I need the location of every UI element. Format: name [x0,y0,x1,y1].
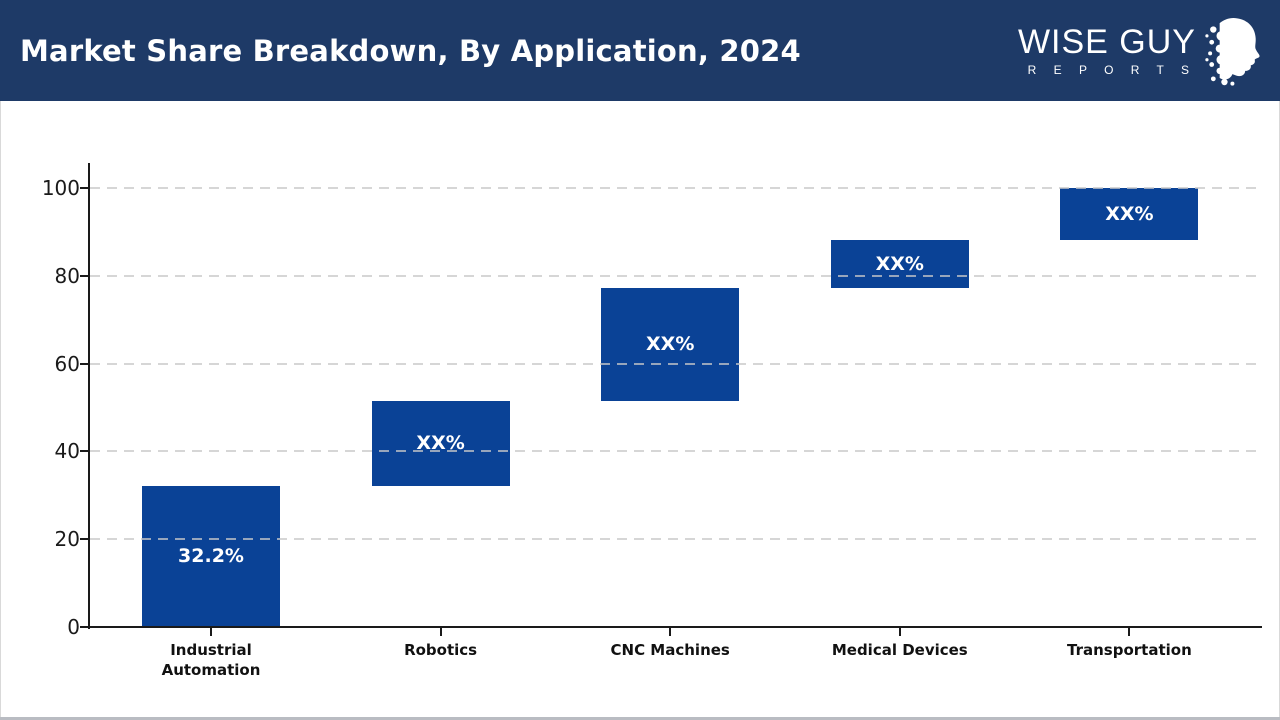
bar-value-label: XX% [1105,202,1154,225]
gridline-40 [90,450,1258,453]
x-category-label: Transportation [1067,641,1192,659]
x-tick-mark [439,628,442,636]
y-tick-mark [80,450,88,453]
bar-value-label: XX% [875,252,924,275]
y-tick-mark [80,187,88,189]
gridline-60 [90,362,1258,365]
bar-value-label: XX% [646,333,695,356]
y-tick-label: 0 [67,615,80,639]
bar-robotics [371,400,510,486]
logo-text: WISE GUY R E P O R T S [1018,25,1196,76]
x-axis-line [88,626,1262,628]
page-title: Market Share Breakdown, By Application, … [20,33,801,68]
y-tick-label: 20 [54,527,80,552]
header-bar: Market Share Breakdown, By Application, … [0,0,1280,101]
y-tick-label: 60 [54,351,80,376]
bar-value-label: 32.2% [178,545,244,568]
bar-medical-devices [830,239,969,289]
y-tick-mark [80,362,88,365]
bar-value-label: XX% [416,432,465,455]
x-category-label: Robotics [404,641,478,659]
x-category-label: Medical Devices [831,641,968,659]
x-tick-mark [669,628,672,636]
gridline-100 [90,187,1258,189]
x-tick-mark [1128,628,1131,636]
y-tick-mark [80,626,88,628]
x-tick-mark [210,628,212,636]
x-category-label: CNC Machines [610,641,730,659]
bar-cnc-machines [601,288,740,401]
bar-industrial-automation [142,485,280,627]
logo-face-icon [1205,17,1260,86]
y-axis-line [88,163,90,629]
logo-wiseguy-label: WISE GUY [1017,23,1196,61]
y-tick-label: 100 [41,176,80,200]
wise-guy-reports-logo: WISE GUY R E P O R T S [1018,0,1266,101]
x-tick-mark [898,628,901,636]
y-tick-mark [80,538,88,541]
y-tick-label: 80 [54,263,80,288]
logo-reports-label: R E P O R T S [1027,63,1196,77]
gridline-80 [90,274,1258,277]
x-category-label: Industrial Automation [161,641,261,680]
y-tick-label: 40 [54,439,80,464]
y-tick-mark [80,274,88,277]
gridline-20 [90,538,1258,541]
